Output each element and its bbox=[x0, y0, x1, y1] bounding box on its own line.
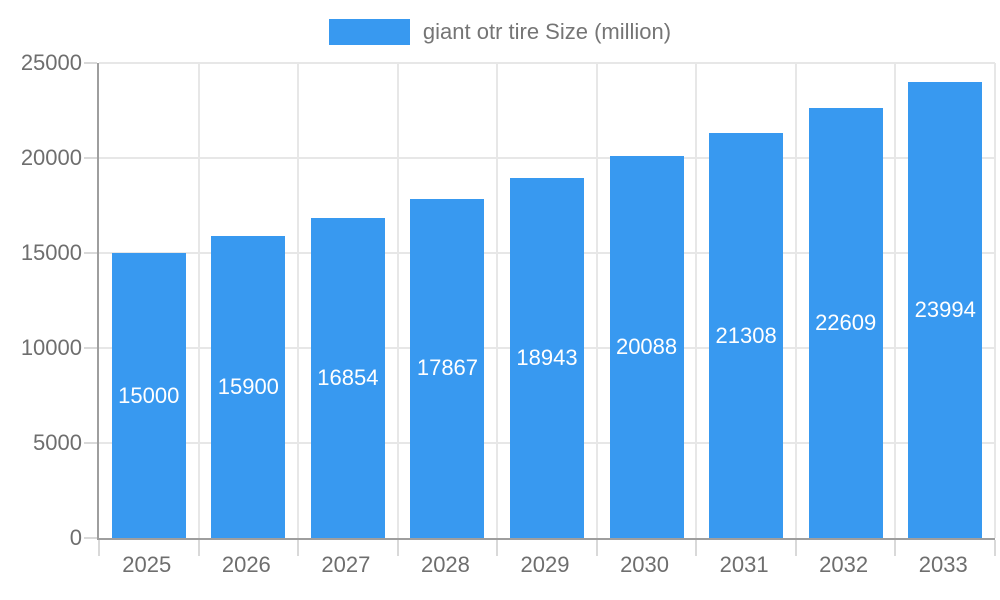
bar-2029: 18943 bbox=[510, 178, 584, 538]
bar-2031: 21308 bbox=[709, 133, 784, 538]
y-axis-tick bbox=[84, 537, 97, 539]
x-axis-tick bbox=[396, 540, 399, 556]
horizontal-gridline bbox=[99, 62, 995, 64]
bar-2028: 17867 bbox=[410, 198, 485, 538]
y-axis-tick bbox=[84, 442, 97, 444]
legend-label: giant otr tire Size (million) bbox=[422, 19, 672, 44]
bar-2033: 23994 bbox=[908, 82, 983, 538]
x-axis-tick-label: 2031 bbox=[719, 552, 769, 577]
vertical-gridline bbox=[496, 63, 499, 538]
bar-value-label: 21308 bbox=[715, 322, 777, 348]
bar-2030: 20088 bbox=[609, 156, 684, 538]
x-axis-tick-label: 2032 bbox=[819, 552, 869, 577]
plot-area: 15000 15900 16854 17867 18943 20088 21308 22609… bbox=[84, 62, 996, 556]
x-axis-tick-label: 2028 bbox=[420, 552, 470, 577]
x-axis-tick bbox=[98, 540, 100, 556]
vertical-gridline bbox=[894, 63, 897, 538]
y-axis-tick-label: 20000 bbox=[20, 145, 82, 170]
x-axis-tick-label: 2027 bbox=[321, 552, 371, 577]
x-axis-tick bbox=[794, 540, 797, 556]
x-axis-tick bbox=[496, 540, 499, 556]
bar-value-label: 20088 bbox=[615, 334, 678, 360]
vertical-gridline bbox=[794, 63, 797, 538]
x-axis-tick bbox=[595, 540, 598, 556]
bar-2027: 16854 bbox=[310, 217, 385, 538]
bar-value-label: 15000 bbox=[118, 382, 180, 408]
bar-value-label: 22609 bbox=[815, 310, 877, 336]
y-axis-tick bbox=[84, 62, 97, 64]
vertical-gridline bbox=[197, 63, 200, 538]
y-axis-tick-label: 25000 bbox=[20, 50, 82, 75]
bar-value-label: 18943 bbox=[516, 345, 578, 371]
y-axis-tick bbox=[84, 347, 97, 349]
bar-2025: 15000 bbox=[111, 253, 186, 538]
bar-2026: 15900 bbox=[211, 235, 286, 538]
x-axis-tick-label: 2029 bbox=[520, 552, 570, 577]
y-axis-tick-label: 0 bbox=[69, 525, 82, 550]
bar-value-label: 16854 bbox=[317, 364, 379, 390]
x-axis-tick bbox=[297, 540, 300, 556]
vertical-gridline bbox=[297, 63, 300, 538]
y-axis-tick-label: 10000 bbox=[20, 335, 82, 360]
bar-value-label: 17867 bbox=[416, 355, 479, 381]
y-axis-tick-label: 5000 bbox=[33, 430, 82, 455]
y-axis-tick bbox=[84, 157, 97, 159]
x-axis-tick-label: 2026 bbox=[221, 552, 271, 577]
vertical-gridline bbox=[994, 63, 996, 538]
y-axis-tick bbox=[84, 252, 97, 254]
x-axis-tick bbox=[197, 540, 200, 556]
bar-value-label: 23994 bbox=[914, 297, 976, 323]
vertical-gridline bbox=[695, 63, 698, 538]
x-axis-tick bbox=[994, 540, 996, 556]
bar-value-label: 15900 bbox=[217, 373, 279, 399]
y-axis-tick-label: 15000 bbox=[20, 240, 82, 265]
x-axis-tick-label: 2030 bbox=[620, 552, 670, 577]
x-axis-tick-label: 2033 bbox=[918, 552, 968, 577]
vertical-gridline bbox=[396, 63, 399, 538]
legend-swatch bbox=[328, 19, 410, 45]
x-axis-tick bbox=[695, 540, 698, 556]
bar-2032: 22609 bbox=[808, 108, 883, 538]
x-axis-tick-label: 2025 bbox=[122, 552, 172, 577]
legend-item[interactable]: giant otr tire Size (million) bbox=[0, 19, 1000, 45]
vertical-gridline bbox=[595, 63, 598, 538]
horizontal-gridline bbox=[99, 157, 995, 159]
x-axis-tick bbox=[894, 540, 897, 556]
